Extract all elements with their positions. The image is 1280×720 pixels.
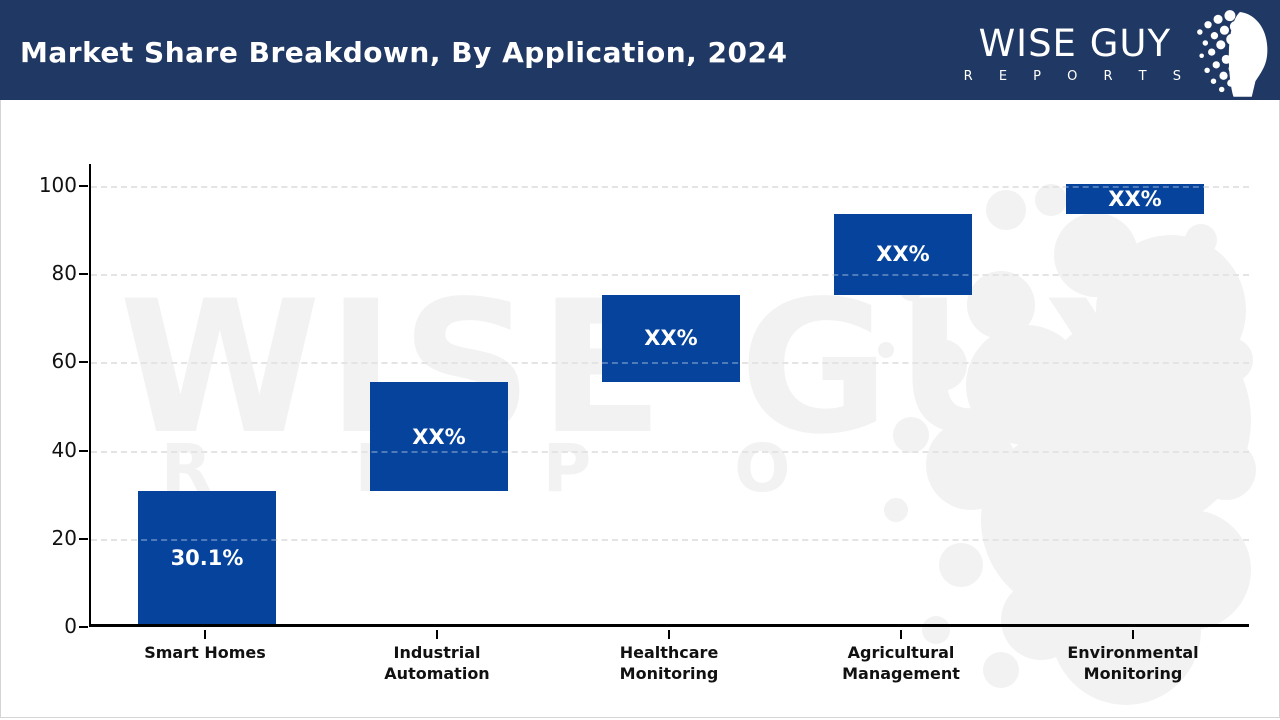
y-axis-tick	[79, 361, 88, 364]
bar: 30.1%	[138, 491, 276, 624]
gridline-overlay	[91, 362, 1249, 365]
x-axis-category-label-line: Environmental	[1067, 643, 1199, 662]
x-axis-tick	[668, 630, 670, 639]
gridline	[91, 274, 1249, 277]
gridline	[91, 186, 1249, 189]
x-axis-category-label: Agricultural Management	[785, 642, 1017, 684]
y-axis-tick-label: 80	[51, 261, 77, 286]
brand-subtitle: R E P O R T S	[963, 69, 1192, 84]
bar-value-label: XX%	[412, 424, 466, 449]
chart-canvas: WISE GUY R E P O R T S 30.1%XX%XX%XX%XX%…	[0, 100, 1280, 718]
brand-face-icon	[1197, 10, 1268, 97]
gridline-overlay	[91, 450, 1249, 453]
y-axis-tick	[79, 273, 88, 276]
bar-value-label: 30.1%	[170, 545, 244, 570]
gridline-overlay	[91, 186, 1249, 189]
y-axis-tick-label: 100	[38, 173, 77, 198]
x-axis-category-label: Environmental Monitoring	[1017, 642, 1249, 684]
bar-value-label: XX%	[644, 326, 698, 351]
watermark-face-icon	[878, 184, 1256, 705]
x-axis-category-label: Healthcare Monitoring	[553, 642, 785, 684]
bar-value-label: XX%	[1108, 186, 1162, 211]
gridline-overlay	[91, 274, 1249, 277]
gridline	[91, 538, 1249, 541]
header-bar: Market Share Breakdown, By Application, …	[0, 0, 1280, 100]
gridline	[91, 450, 1249, 453]
x-axis-category-label-line: Automation	[384, 664, 490, 683]
x-axis-tick	[900, 630, 902, 639]
bar-value-label: XX%	[876, 242, 930, 267]
bar: XX%	[602, 294, 740, 382]
x-axis-category-label-line: Healthcare	[619, 643, 719, 662]
plot-area: 30.1% XX% XX% XX% XX%	[89, 164, 1249, 627]
gridline-overlay	[91, 538, 1249, 541]
x-axis-category-label-line: Agricultural	[847, 643, 955, 662]
x-axis-tick	[1132, 630, 1134, 639]
x-axis-category-label-line: Industrial	[393, 643, 481, 662]
y-axis-tick	[79, 537, 88, 540]
x-axis-category-label-line: Management	[842, 664, 960, 683]
brand-text: WISE GUY R E P O R T S	[958, 22, 1192, 84]
x-axis-category-label-line: Smart Homes	[144, 643, 266, 662]
bar: XX%	[834, 213, 972, 295]
y-axis-tick	[79, 626, 88, 628]
x-axis-tick	[204, 630, 206, 639]
y-axis-tick-label: 20	[51, 525, 77, 550]
page-title: Market Share Breakdown, By Application, …	[20, 36, 788, 69]
bar: XX%	[1066, 183, 1204, 214]
x-axis-category-label-line: Monitoring	[1083, 664, 1183, 683]
y-axis-tick-label: 60	[51, 349, 77, 374]
x-axis-category-label: Industrial Automation	[321, 642, 553, 684]
y-axis-tick	[79, 449, 88, 452]
brand-name: WISE GUY	[978, 22, 1172, 65]
brand-logo: WISE GUY R E P O R T S	[964, 4, 1270, 97]
x-axis-category-label-line: Monitoring	[619, 664, 719, 683]
y-axis-tick-label: 0	[64, 614, 77, 638]
bar: XX%	[370, 381, 508, 492]
x-axis-category-label: Smart Homes	[89, 642, 321, 663]
y-axis-tick	[79, 185, 88, 188]
x-axis-tick	[436, 630, 438, 639]
y-axis-tick-label: 40	[51, 437, 77, 462]
